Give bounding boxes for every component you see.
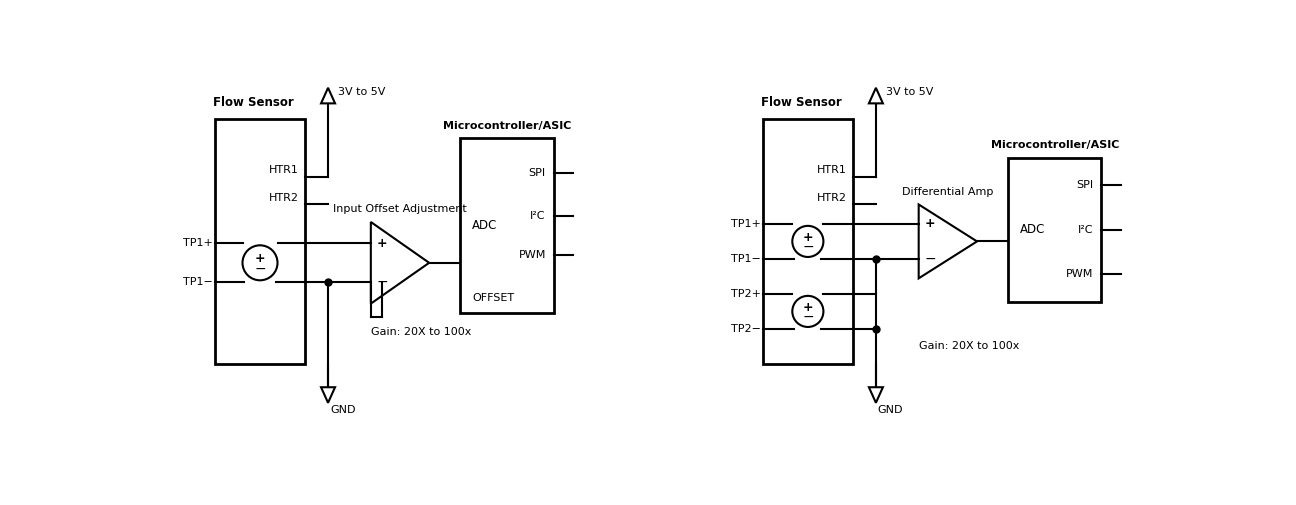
Polygon shape <box>919 205 977 278</box>
Text: 3V to 5V: 3V to 5V <box>338 87 385 97</box>
Text: TP1−: TP1− <box>731 254 761 264</box>
Polygon shape <box>371 222 429 304</box>
Text: PWM: PWM <box>1067 270 1094 279</box>
Text: SPI: SPI <box>1077 180 1094 190</box>
Polygon shape <box>321 88 336 104</box>
Text: I²C: I²C <box>530 211 546 221</box>
Text: PWM: PWM <box>518 250 546 260</box>
Text: Differential Amp: Differential Amp <box>902 187 994 196</box>
Text: +: + <box>377 237 388 250</box>
Text: 3V to 5V: 3V to 5V <box>885 87 933 97</box>
Text: −: − <box>802 240 814 254</box>
Text: TP1−: TP1− <box>184 277 214 287</box>
Text: TP1+: TP1+ <box>184 238 214 248</box>
Text: OFFSET: OFFSET <box>472 293 515 303</box>
Text: +: + <box>255 252 266 266</box>
Text: +: + <box>802 231 813 244</box>
Text: Gain: 20X to 100x: Gain: 20X to 100x <box>371 327 472 337</box>
Bar <box>1008 158 1102 301</box>
Text: Microcontroller/ASIC: Microcontroller/ASIC <box>990 140 1118 150</box>
Text: −: − <box>254 262 266 276</box>
Text: +: + <box>802 301 813 314</box>
Text: GND: GND <box>877 405 903 415</box>
Text: HTR1: HTR1 <box>270 165 299 175</box>
Text: I²C: I²C <box>1078 225 1094 235</box>
Text: HTR2: HTR2 <box>268 192 299 203</box>
Text: ADC: ADC <box>472 219 498 232</box>
Text: SPI: SPI <box>529 168 546 178</box>
Text: −: − <box>802 310 814 324</box>
Bar <box>460 138 553 313</box>
Polygon shape <box>868 387 883 403</box>
Circle shape <box>792 226 823 257</box>
Text: Input Offset Adjustment: Input Offset Adjustment <box>333 204 467 214</box>
Polygon shape <box>868 88 883 104</box>
Bar <box>763 119 853 364</box>
Text: Microcontroller/ASIC: Microcontroller/ASIC <box>443 121 572 131</box>
Circle shape <box>792 296 823 327</box>
Text: −: − <box>924 252 936 266</box>
Text: +: + <box>924 218 936 230</box>
Text: Flow Sensor: Flow Sensor <box>214 96 294 109</box>
Text: TP2−: TP2− <box>731 324 761 334</box>
Text: Flow Sensor: Flow Sensor <box>761 96 842 109</box>
Circle shape <box>242 245 277 280</box>
Text: −: − <box>377 275 389 289</box>
Bar <box>215 119 305 364</box>
Text: ADC: ADC <box>1020 223 1045 236</box>
Polygon shape <box>321 387 336 403</box>
Text: HTR2: HTR2 <box>816 192 846 203</box>
Text: Gain: 20X to 100x: Gain: 20X to 100x <box>919 340 1019 350</box>
Text: TP1+: TP1+ <box>731 219 761 229</box>
Text: HTR1: HTR1 <box>816 165 846 175</box>
Text: GND: GND <box>330 405 355 415</box>
Text: TP2+: TP2+ <box>731 289 761 299</box>
